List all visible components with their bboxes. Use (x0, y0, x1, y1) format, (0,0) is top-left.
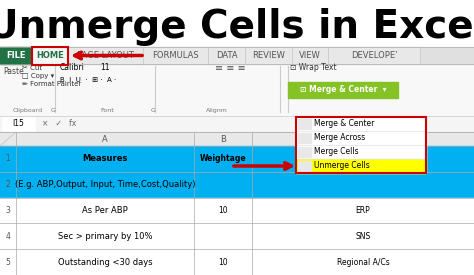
Text: Outstanding <30 days: Outstanding <30 days (58, 258, 152, 266)
Bar (245, 47, 292, 64)
Text: HOME: HOME (36, 51, 64, 60)
Bar (0, 47, 474, 64)
Text: ⊡ Wrap Text: ⊡ Wrap Text (290, 64, 337, 73)
Text: A: A (102, 134, 108, 144)
Text: ✏ Format Painter: ✏ Format Painter (22, 81, 81, 87)
Text: DATA: DATA (216, 51, 237, 60)
Text: As Per ABP: As Per ABP (82, 206, 128, 215)
Text: Calibri: Calibri (60, 64, 85, 73)
Text: Measures: Measures (82, 154, 128, 163)
Bar (296, 145, 426, 159)
Bar (0, 198, 474, 223)
Text: 5: 5 (6, 258, 10, 266)
Bar (296, 117, 426, 173)
Bar (143, 47, 208, 64)
Text: REVIEW: REVIEW (252, 51, 285, 60)
Bar (296, 131, 426, 145)
Text: FORMULAS: FORMULAS (152, 51, 199, 60)
Bar (298, 133, 311, 143)
Text: ERP: ERP (356, 206, 370, 215)
Bar (0, 116, 474, 132)
Text: 2: 2 (6, 180, 10, 189)
Text: (E.g. ABP,Output, Input, Time,Cost,Quality): (E.g. ABP,Output, Input, Time,Cost,Quali… (15, 180, 195, 189)
Text: 11: 11 (100, 64, 109, 73)
Text: □ Copy ▾: □ Copy ▾ (22, 73, 54, 79)
Bar (296, 159, 426, 173)
Text: ⊡ Merge & Center  ▾: ⊡ Merge & Center ▾ (300, 86, 386, 95)
Text: ✂ Cut: ✂ Cut (22, 65, 42, 71)
Text: 1: 1 (6, 154, 10, 163)
Bar (296, 117, 426, 173)
Text: Regional A/Cs: Regional A/Cs (337, 258, 389, 266)
Text: Sec > primary by 10%: Sec > primary by 10% (58, 232, 152, 241)
Bar (68, 47, 143, 64)
Bar (298, 161, 311, 171)
Bar (298, 119, 311, 129)
Text: Merge & Center: Merge & Center (314, 120, 374, 128)
Bar (32, 47, 68, 64)
Text: DEVELOPE’: DEVELOPE’ (351, 51, 397, 60)
Bar (2, 117, 35, 131)
Text: AchievementSource of Data: AchievementSource of Data (302, 154, 423, 163)
Text: Weightage: Weightage (200, 154, 246, 163)
Text: Merge Cells: Merge Cells (314, 147, 359, 156)
Text: B  I  U  ·  ⊞ ·  A ·: B I U · ⊞ · A · (60, 77, 116, 83)
Text: PAGE LAYOUT: PAGE LAYOUT (77, 51, 134, 60)
Bar (0, 64, 474, 116)
Bar (0, 146, 474, 172)
Bar (0, 223, 474, 249)
Text: Clipboard: Clipboard (13, 108, 43, 113)
Text: 3: 3 (6, 206, 10, 215)
Bar (292, 47, 328, 64)
Text: VIEW: VIEW (299, 51, 321, 60)
Text: Unmerge Cells in Excel: Unmerge Cells in Excel (0, 8, 474, 46)
Text: FILE: FILE (6, 51, 26, 60)
Text: Paste: Paste (3, 67, 24, 76)
Text: SNS: SNS (356, 232, 371, 241)
Text: Unmerge Cells: Unmerge Cells (314, 161, 370, 170)
Bar (0, 132, 474, 146)
Bar (288, 82, 398, 98)
Bar (328, 47, 420, 64)
Bar (32, 46, 68, 65)
Text: 10: 10 (218, 206, 228, 215)
Text: Merge Across: Merge Across (314, 133, 365, 142)
Text: G: G (151, 108, 155, 113)
Bar (0, 249, 474, 275)
Bar (0, 47, 32, 64)
Bar (208, 47, 245, 64)
Text: Font: Font (100, 108, 114, 113)
Text: 4: 4 (6, 232, 10, 241)
Text: 10: 10 (218, 258, 228, 266)
Text: I15: I15 (12, 120, 24, 128)
Text: Alignm: Alignm (206, 108, 228, 113)
Text: B: B (220, 134, 226, 144)
Text: ≡ ≡ ≡: ≡ ≡ ≡ (215, 63, 246, 73)
Text: ×   ✓   fx: × ✓ fx (42, 120, 76, 128)
Bar (296, 117, 426, 131)
Bar (298, 147, 311, 157)
Text: G: G (51, 108, 55, 113)
Bar (0, 172, 474, 198)
